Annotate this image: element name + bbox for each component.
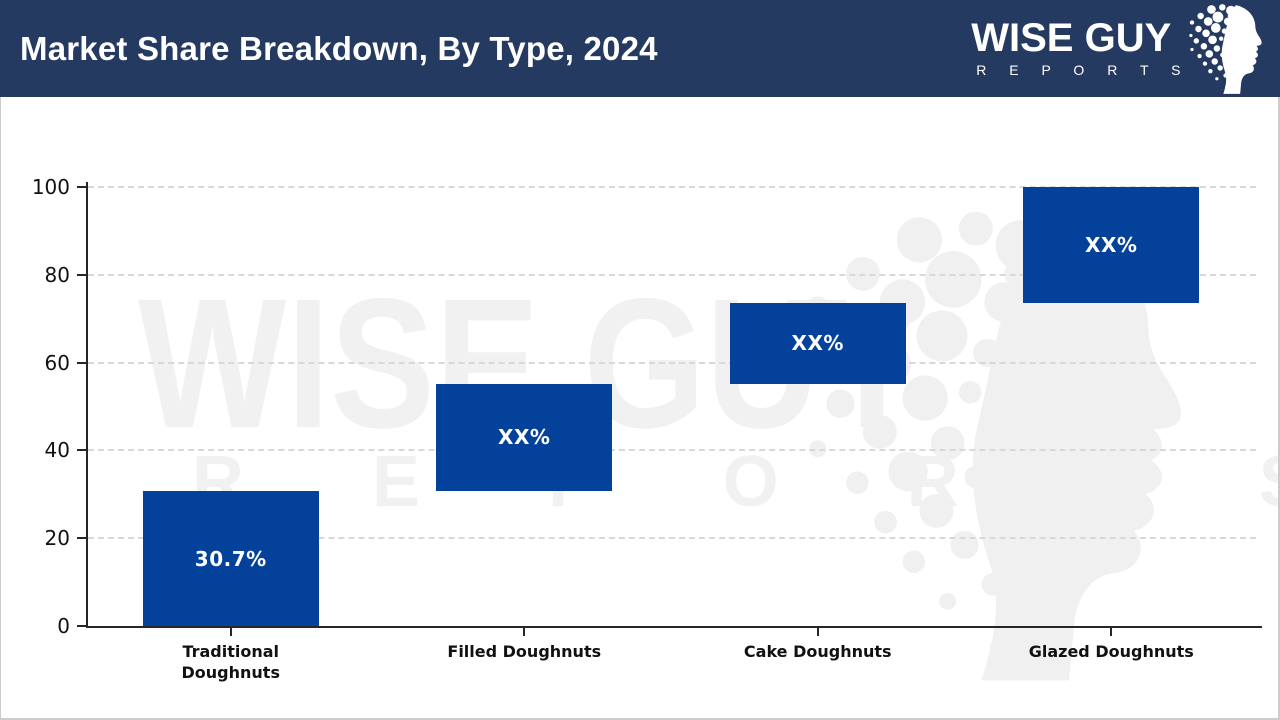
bar-traditional-doughnuts [142,491,319,626]
x-tick-label: Traditional Doughnuts [181,642,280,682]
y-tickmark [77,625,86,627]
dotted-face-profile-icon [1189,3,1262,94]
logo-wise-guy-label: WISE GUY [971,16,1172,60]
x-tick-label: Cake Doughnuts [743,642,892,661]
bar-value-label: XX% [791,331,844,356]
x-axis-line [86,626,1262,628]
left-edge-line [0,97,1,720]
logo-reports-label: R E P O R T S [976,62,1190,78]
y-tick-label: 60 [44,350,70,375]
x-tickmark [523,628,526,636]
right-edge-line [1278,97,1280,720]
x-tickmark [1110,628,1113,636]
y-gridline [88,449,1256,452]
y-tick-label: 20 [44,526,70,551]
y-tickmark [77,537,86,540]
y-tickmark [77,361,86,364]
logo-text: WISE GUY R E P O R T S [971,18,1190,79]
y-gridline [88,186,1256,188]
watermark-text-reports: R E P O R T S [192,442,1280,522]
y-tick-label: 40 [44,438,70,463]
bar-filled-doughnuts [436,383,613,492]
bar-value-label: 30.7% [194,546,267,571]
y-tickmark [77,273,86,276]
x-tick-label: Filled Doughnuts [447,642,602,661]
y-tick-label: 0 [57,614,70,638]
y-tickmark [77,186,86,188]
chart-title: Market Share Breakdown, By Type, 2024 [20,29,658,67]
bottom-edge-line [0,718,1280,720]
y-gridline [88,361,1256,364]
x-tick-label: Glazed Doughnuts [1028,642,1194,661]
y-tick-label: 80 [44,262,70,287]
y-tickmark [77,449,86,452]
x-tickmark [816,628,819,636]
bar-value-label: XX% [498,425,551,450]
y-gridline [88,537,1256,540]
y-tick-label: 100 [31,175,70,199]
wise-guy-reports-logo: WISE GUY R E P O R T S [971,3,1280,95]
y-gridline [88,273,1256,276]
y-axis-line [86,182,88,628]
bar-value-label: XX% [1085,232,1138,257]
header-band: Market Share Breakdown, By Type, 2024 WI… [0,0,1280,97]
x-tickmark [229,628,232,636]
